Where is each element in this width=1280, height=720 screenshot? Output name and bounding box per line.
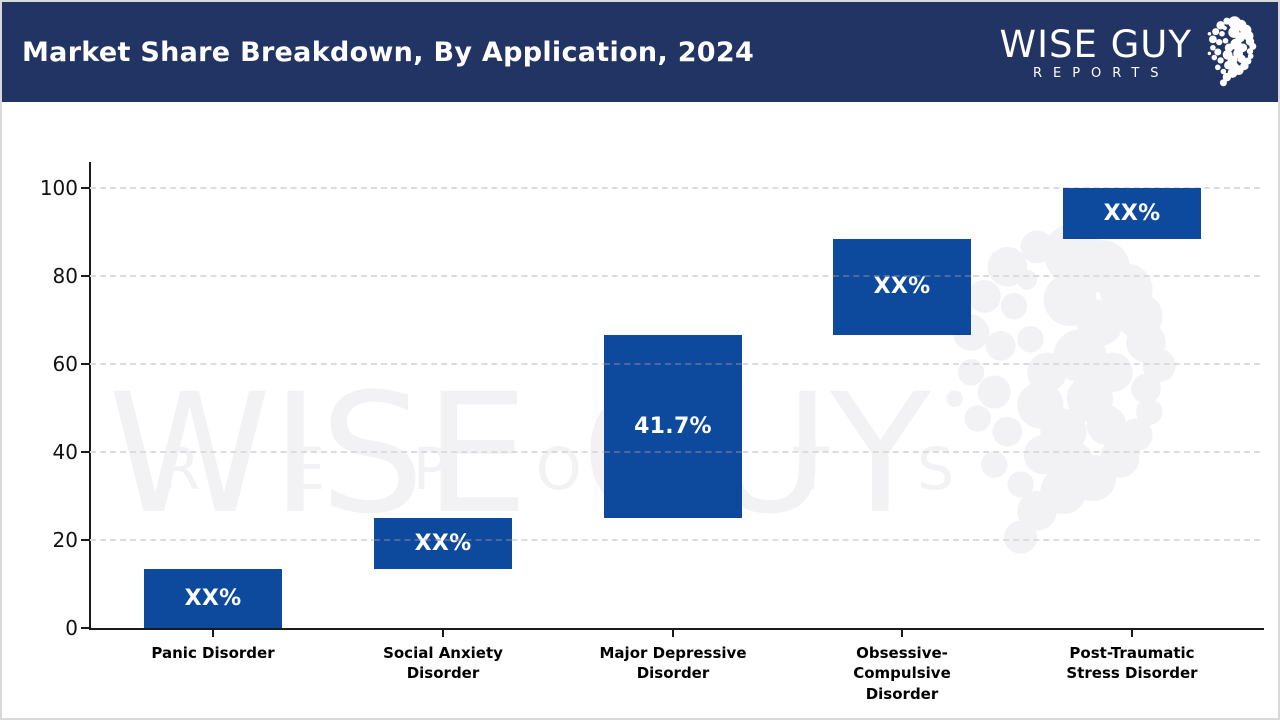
gridline-80 <box>90 275 1260 277</box>
y-tick-mark-100 <box>81 187 90 189</box>
bar-major-depressive-disorder: 41.7% <box>604 334 742 518</box>
bar-post-traumatic-stress-disorder: XX% <box>1063 188 1201 239</box>
gridline-over-bar-80 <box>833 275 971 277</box>
gridline-over-bar-60 <box>604 363 742 365</box>
y-tick-mark-60 <box>81 363 90 365</box>
y-tick-mark-0 <box>81 627 90 629</box>
bar-value-label-panic-disorder: XX% <box>184 585 242 611</box>
header-bar: Market Share Breakdown, By Application, … <box>2 2 1278 102</box>
y-tick-mark-80 <box>81 275 90 277</box>
bar-value-label-major-depressive-disorder: 41.7% <box>634 413 712 439</box>
y-tick-label-60: 60 <box>52 352 78 376</box>
logo-reports-text: REPORTS <box>1032 66 1170 81</box>
bar-value-label-social-anxiety-disorder: XX% <box>414 530 472 556</box>
bar-social-anxiety-disorder: XX% <box>374 518 512 569</box>
gridline-over-bar-40 <box>604 451 742 453</box>
gridline-over-bar-20 <box>374 539 512 541</box>
y-tick-label-100: 100 <box>39 176 78 200</box>
x-tick-mark-major-depressive-disorder <box>672 630 674 637</box>
y-axis-line <box>89 162 91 629</box>
logo-wiseguy-text: WISE GUY <box>999 23 1192 66</box>
x-tick-mark-obsessive-compulsive-disorder <box>901 630 903 637</box>
gridline-20 <box>90 539 1260 541</box>
y-tick-mark-20 <box>81 539 90 541</box>
category-label-panic-disorder: Panic Disorder <box>151 644 275 662</box>
bar-value-label-post-traumatic-stress-disorder: XX% <box>1103 200 1161 226</box>
x-tick-mark-panic-disorder <box>212 630 214 637</box>
bar-obsessive-compulsive-disorder: XX% <box>833 238 971 335</box>
x-axis-line <box>89 628 1264 630</box>
x-tick-mark-post-traumatic-stress-disorder <box>1131 630 1133 637</box>
y-tick-label-20: 20 <box>52 528 78 552</box>
bar-value-label-obsessive-compulsive-disorder: XX% <box>873 274 931 300</box>
chart-title: Market Share Breakdown, By Application, … <box>22 36 755 68</box>
gridline-100 <box>90 187 1260 189</box>
wise-guy-reports-logo: WISE GUY REPORTS <box>1000 10 1264 96</box>
y-tick-label-0: 0 <box>65 616 78 640</box>
category-label-obsessive-compulsive-disorder: Obsessive- Compulsive Disorder <box>853 644 951 703</box>
category-label-post-traumatic-stress-disorder: Post-Traumatic Stress Disorder <box>1066 644 1198 683</box>
y-tick-label-80: 80 <box>52 264 78 288</box>
y-tick-mark-40 <box>81 451 90 453</box>
category-label-social-anxiety-disorder: Social Anxiety Disorder <box>383 644 503 683</box>
x-tick-mark-social-anxiety-disorder <box>442 630 444 637</box>
logo-text: WISE GUY REPORTS <box>1000 26 1192 80</box>
bar-panic-disorder: XX% <box>144 568 282 628</box>
category-label-major-depressive-disorder: Major Depressive Disorder <box>599 644 747 683</box>
y-tick-label-40: 40 <box>52 440 78 464</box>
logo-head-icon <box>1207 16 1257 87</box>
